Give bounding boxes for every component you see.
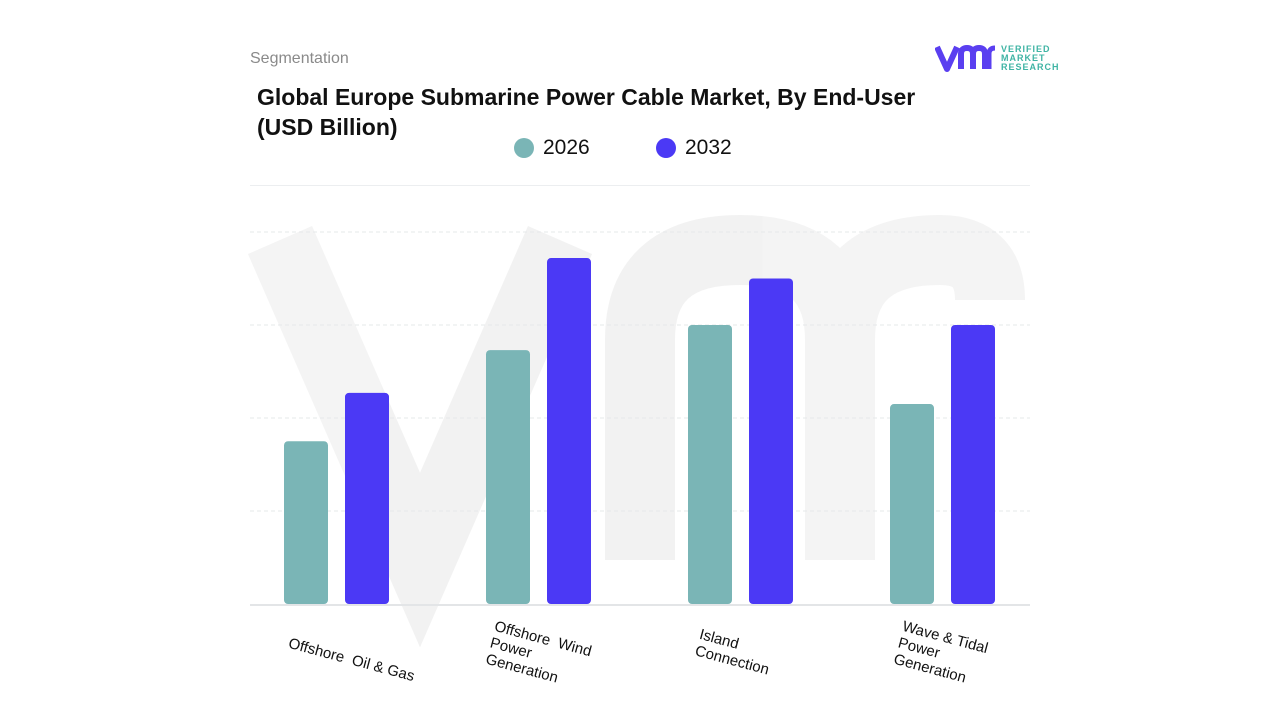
legend-item-2032: 2032 <box>656 136 732 160</box>
legend-swatch-2026 <box>514 138 534 158</box>
header-divider <box>250 185 1030 186</box>
legend-swatch-2032 <box>656 138 676 158</box>
bar-2026-2 <box>688 325 732 604</box>
bar-2032-0 <box>345 392 389 604</box>
bar-2026-1 <box>486 350 530 604</box>
bar-2032-3 <box>951 325 995 604</box>
legend-label: 2026 <box>543 136 590 159</box>
legend-item-2026: 2026 <box>514 136 590 160</box>
bar-2026-0 <box>284 441 328 604</box>
chart-title: Global Europe Submarine Power Cable Mark… <box>257 84 916 140</box>
bar-2032-1 <box>547 258 591 604</box>
vmr-logo-icon <box>935 44 996 72</box>
logo-text: VERIFIED MARKET RESEARCH <box>1001 43 1060 72</box>
legend-label: 2032 <box>685 136 732 159</box>
bar-2026-3 <box>890 404 934 604</box>
vmr-logo: VERIFIED MARKET RESEARCH <box>935 44 1060 72</box>
watermark <box>247 214 1025 648</box>
bar-2032-2 <box>749 278 793 604</box>
segmentation-label: Segmentation <box>250 50 349 67</box>
